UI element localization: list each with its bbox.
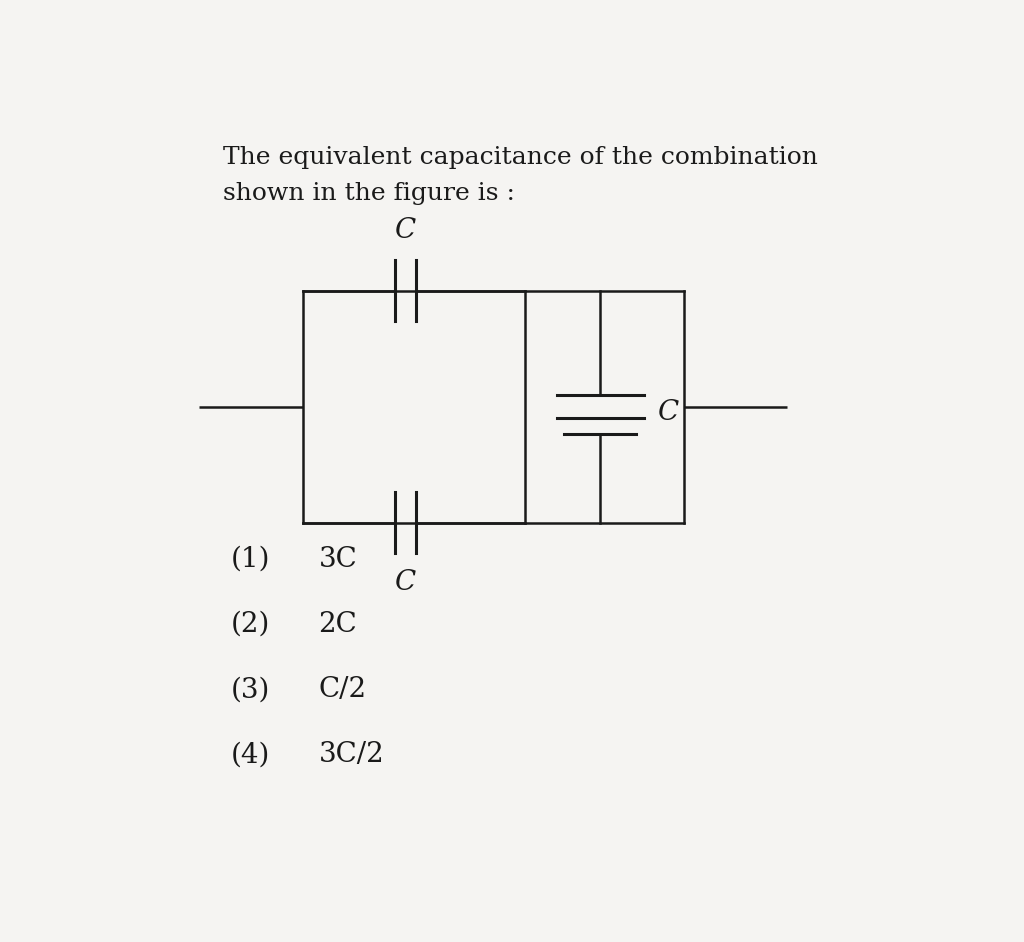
Text: C: C [395,569,417,596]
Text: (2): (2) [231,611,270,638]
Text: shown in the figure is :: shown in the figure is : [223,182,515,205]
Text: C/2: C/2 [318,676,367,703]
Text: 3C/2: 3C/2 [318,741,384,769]
Text: 2C: 2C [318,611,357,638]
Text: C: C [658,399,679,426]
Text: The equivalent capacitance of the combination: The equivalent capacitance of the combin… [223,146,818,169]
Text: (4): (4) [231,741,270,769]
Text: (3): (3) [231,676,270,703]
Text: 3C: 3C [318,545,357,573]
Text: C: C [395,218,417,244]
Text: (1): (1) [231,545,270,573]
